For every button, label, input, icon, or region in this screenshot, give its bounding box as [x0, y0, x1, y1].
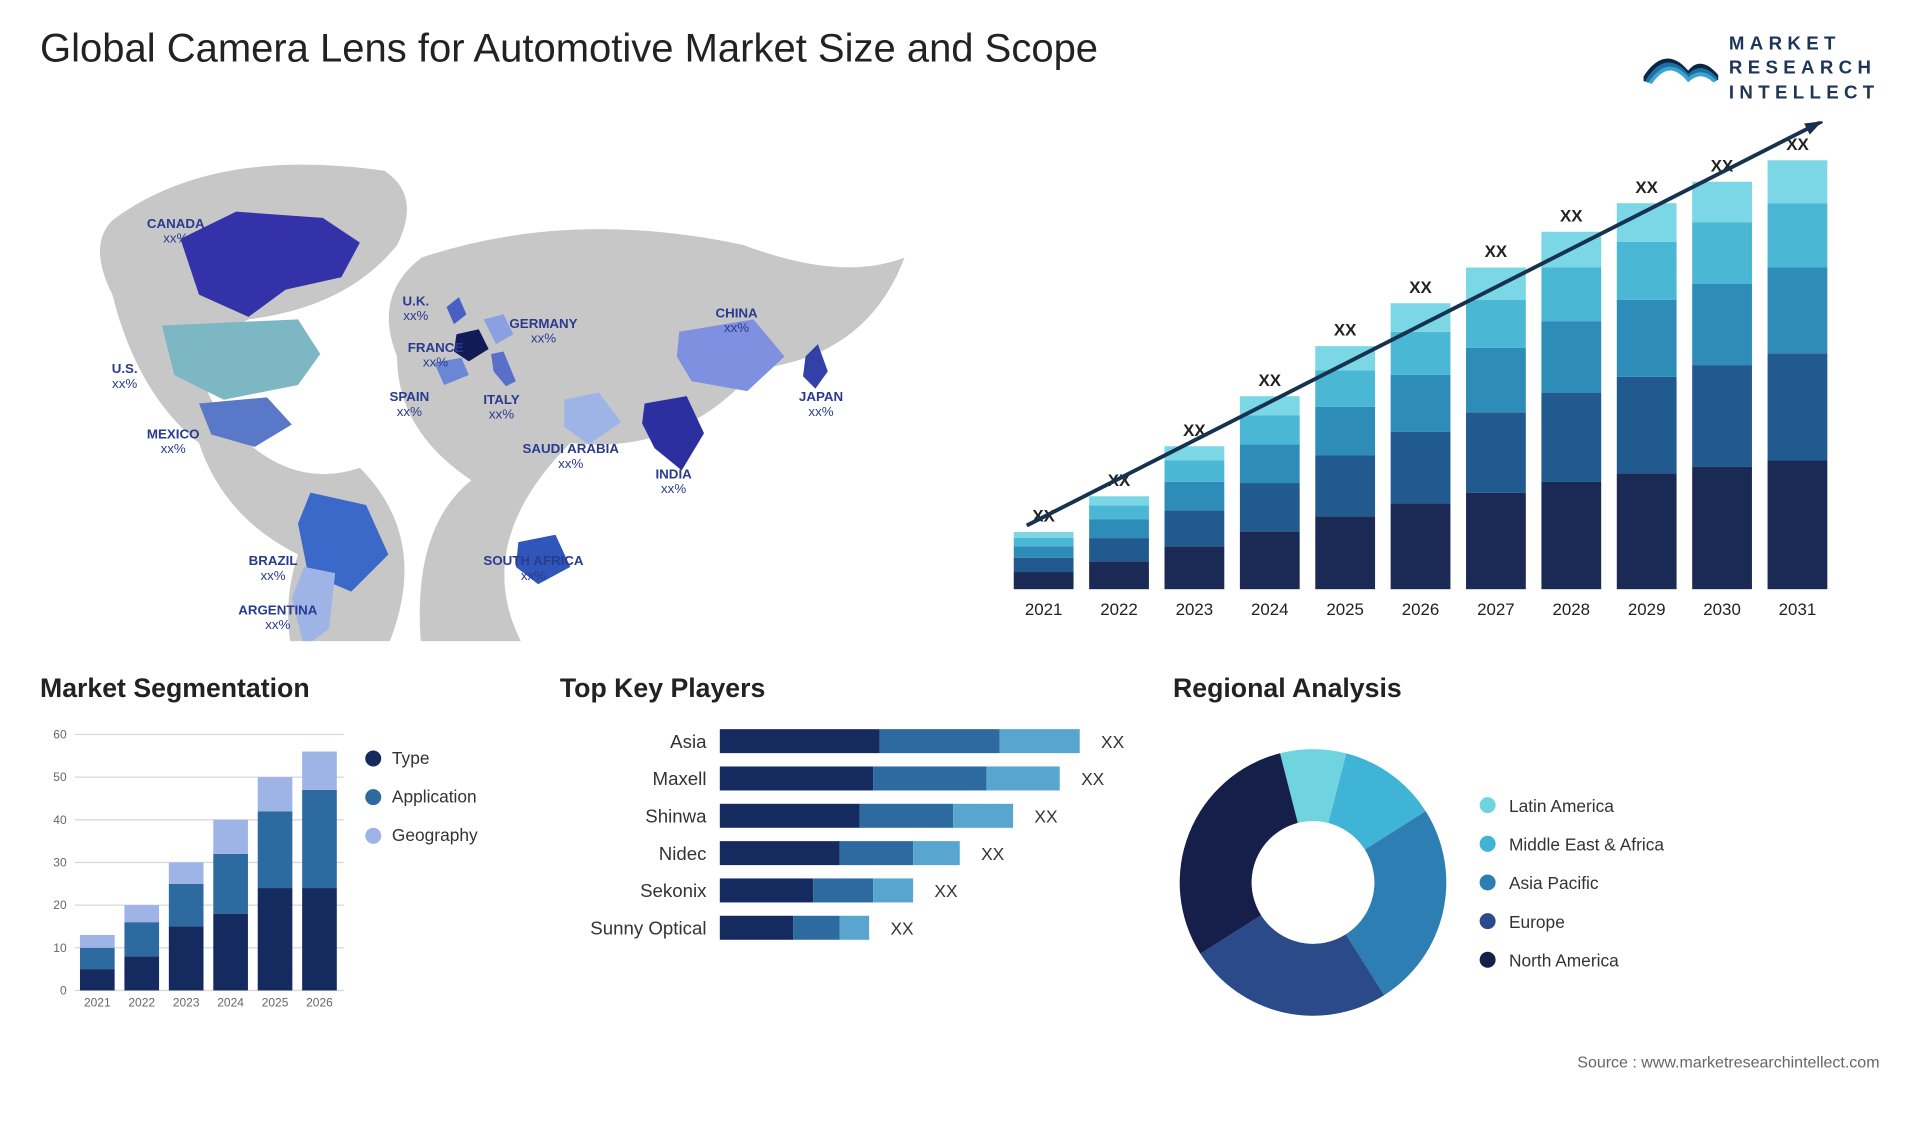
- segmentation-stacked-bar-chart: 0 10 20 30 40 50 60 2021 2022 2023 2024 2025 2026: [40, 724, 347, 1017]
- player-value: XX: [934, 880, 957, 900]
- map-label: U.S.xx%: [112, 363, 138, 392]
- source-attribution: Source : www.marketresearchintellect.com: [1577, 1053, 1879, 1072]
- map-label: ITALYxx%: [483, 394, 519, 423]
- player-name: Maxell: [560, 768, 707, 789]
- segmentation-legend: Type Application Geography: [365, 748, 477, 845]
- svg-text:30: 30: [53, 855, 67, 869]
- regional-analysis-section: Regional Analysis Latin America Middle Ea…: [1173, 674, 1879, 1041]
- svg-text:XX: XX: [1409, 278, 1432, 297]
- svg-text:20: 20: [53, 898, 67, 912]
- regional-title: Regional Analysis: [1173, 674, 1879, 705]
- player-bar: [720, 729, 1080, 753]
- svg-text:2028: 2028: [1553, 600, 1591, 619]
- player-value: XX: [1101, 731, 1124, 751]
- logo-text-line: MARKET: [1729, 31, 1880, 55]
- svg-text:XX: XX: [1485, 242, 1508, 261]
- svg-text:XX: XX: [1635, 178, 1658, 197]
- logo-text: MARKET RESEARCH INTELLECT: [1729, 31, 1880, 104]
- player-name: Sekonix: [560, 880, 707, 901]
- svg-text:2031: 2031: [1779, 600, 1817, 619]
- player-bar: [720, 878, 913, 902]
- svg-text:2026: 2026: [306, 995, 333, 1009]
- map-label: MEXICOxx%: [147, 428, 200, 457]
- player-value: XX: [1081, 768, 1104, 788]
- player-value: XX: [1034, 806, 1057, 826]
- svg-text:2024: 2024: [217, 995, 244, 1009]
- player-name: Asia: [560, 730, 707, 751]
- regional-legend: Latin America Middle East & Africa Asia Pa…: [1480, 795, 1664, 970]
- legend-item: North America: [1480, 950, 1664, 970]
- svg-text:2022: 2022: [128, 995, 155, 1009]
- svg-text:10: 10: [53, 941, 67, 955]
- player-name: Nidec: [560, 842, 707, 863]
- brand-logo: MARKET RESEARCH INTELLECT: [1644, 27, 1880, 108]
- key-players-title: Top Key Players: [560, 674, 1147, 705]
- segmentation-title: Market Segmentation: [40, 674, 533, 705]
- map-label: U.K.xx%: [403, 295, 430, 324]
- player-name: Shinwa: [560, 805, 707, 826]
- legend-item: Middle East & Africa: [1480, 834, 1664, 854]
- regional-donut-chart: [1173, 742, 1453, 1022]
- map-label: BRAZILxx%: [249, 555, 298, 584]
- legend-item: Asia Pacific: [1480, 872, 1664, 892]
- legend-item: Europe: [1480, 911, 1664, 931]
- player-bar: [720, 766, 1060, 790]
- svg-text:2021: 2021: [1025, 600, 1063, 619]
- svg-text:2025: 2025: [1326, 600, 1364, 619]
- map-label: SOUTH AFRICAxx%: [483, 555, 583, 584]
- svg-text:2024: 2024: [1251, 600, 1289, 619]
- svg-text:50: 50: [53, 770, 67, 784]
- logo-text-line: INTELLECT: [1729, 79, 1880, 103]
- map-label: JAPANxx%: [799, 391, 843, 420]
- map-label: INDIAxx%: [655, 468, 691, 497]
- logo-text-line: RESEARCH: [1729, 55, 1880, 79]
- svg-text:40: 40: [53, 813, 67, 827]
- svg-text:2027: 2027: [1477, 600, 1515, 619]
- map-label: CHINAxx%: [715, 307, 757, 336]
- key-players-section: Top Key Players AsiaXXMaxellXXShinwaXXNi…: [560, 674, 1147, 1041]
- segmentation-section: Market Segmentation 0 10 20 30 40 50 60 2021 202…: [40, 674, 533, 1041]
- svg-text:2025: 2025: [262, 995, 289, 1009]
- svg-text:60: 60: [53, 727, 67, 741]
- legend-item: Application: [365, 786, 477, 806]
- svg-text:2021: 2021: [84, 995, 111, 1009]
- player-row: Shinwa XX: [560, 804, 1147, 828]
- player-name: Sunny Optical: [560, 917, 707, 938]
- map-label: SAUDI ARABIAxx%: [522, 443, 619, 472]
- player-value: XX: [981, 843, 1004, 863]
- svg-text:XX: XX: [1259, 371, 1282, 390]
- svg-text:XX: XX: [1560, 206, 1583, 225]
- map-label: CANADAxx%: [147, 218, 205, 247]
- page-title: Global Camera Lens for Automotive Market…: [40, 27, 1098, 72]
- svg-text:2030: 2030: [1703, 600, 1741, 619]
- world-map: CANADAxx% U.S.xx% MEXICOxx% BRAZILxx% ARGENT…: [40, 121, 940, 641]
- svg-text:XX: XX: [1334, 321, 1357, 340]
- svg-text:2029: 2029: [1628, 600, 1666, 619]
- header: Global Camera Lens for Automotive Market…: [40, 27, 1880, 108]
- map-label: SPAINxx%: [389, 391, 429, 420]
- key-players-bar-chart: AsiaXXMaxellXXShinwaXXNidecXXSekonixXXSu…: [560, 729, 1147, 940]
- legend-item: Latin America: [1480, 795, 1664, 815]
- player-row: Nidec XX: [560, 841, 1147, 865]
- player-row: Sekonix XX: [560, 878, 1147, 902]
- player-bar: [720, 841, 960, 865]
- legend-item: Type: [365, 748, 477, 768]
- svg-text:2023: 2023: [173, 995, 200, 1009]
- player-value: XX: [890, 918, 913, 938]
- map-label: ARGENTINAxx%: [238, 604, 317, 633]
- legend-item: Geography: [365, 825, 477, 845]
- svg-text:0: 0: [60, 983, 67, 997]
- player-bar: [720, 916, 869, 940]
- player-row: Asia XX: [560, 729, 1147, 753]
- map-label: GERMANYxx%: [509, 317, 577, 346]
- logo-swoosh-icon: [1644, 27, 1719, 108]
- player-row: Sunny Optical XX: [560, 916, 1147, 940]
- player-bar: [720, 804, 1013, 828]
- growth-stacked-bar-chart: XX2021XX2022XX2023XX2024XX2025XX2026XX20…: [980, 121, 1880, 641]
- svg-text:2022: 2022: [1100, 600, 1138, 619]
- svg-text:2026: 2026: [1402, 600, 1440, 619]
- svg-text:2023: 2023: [1176, 600, 1214, 619]
- map-label: FRANCExx%: [408, 342, 464, 371]
- player-row: Maxell XX: [560, 766, 1147, 790]
